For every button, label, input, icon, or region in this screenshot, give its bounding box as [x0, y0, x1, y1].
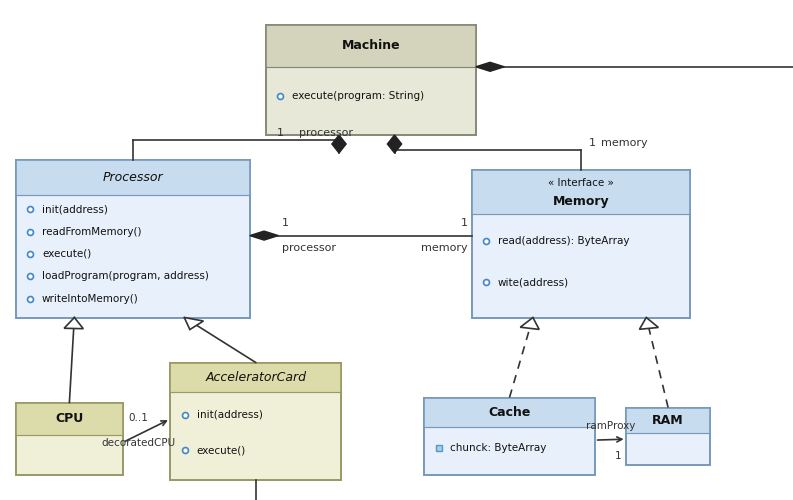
- Polygon shape: [520, 318, 539, 330]
- Text: Cache: Cache: [488, 406, 531, 418]
- Text: 1: 1: [588, 138, 596, 147]
- Bar: [266, 25, 476, 135]
- Bar: [16, 402, 123, 435]
- Text: init(address): init(address): [42, 204, 108, 214]
- Bar: [626, 408, 710, 434]
- Text: chunck: ByteArray: chunck: ByteArray: [450, 443, 547, 453]
- Text: processor: processor: [300, 128, 354, 138]
- Text: init(address): init(address): [197, 410, 262, 420]
- Polygon shape: [64, 318, 83, 328]
- Text: loadProgram(program, address): loadProgram(program, address): [42, 271, 209, 281]
- Bar: [626, 408, 710, 465]
- Text: writeIntoMemory(): writeIntoMemory(): [42, 294, 139, 304]
- Text: 1: 1: [277, 128, 284, 138]
- Text: CPU: CPU: [56, 412, 83, 426]
- Text: memory: memory: [601, 138, 647, 147]
- Bar: [16, 402, 123, 475]
- Text: processor: processor: [282, 243, 336, 253]
- Text: Memory: Memory: [553, 196, 609, 208]
- Bar: [170, 362, 341, 392]
- Text: readFromMemory(): readFromMemory(): [42, 226, 141, 236]
- Text: read(address): ByteArray: read(address): ByteArray: [498, 236, 630, 246]
- Text: execute(): execute(): [42, 249, 91, 259]
- Text: execute(): execute(): [197, 445, 246, 455]
- Text: 0..1: 0..1: [128, 413, 149, 423]
- Text: Machine: Machine: [342, 40, 400, 52]
- Bar: [170, 362, 341, 480]
- Text: wite(address): wite(address): [498, 278, 569, 287]
- Bar: [472, 170, 690, 214]
- Text: AcceleratorCard: AcceleratorCard: [205, 370, 306, 384]
- Text: ramProxy: ramProxy: [586, 421, 635, 431]
- Bar: [424, 398, 595, 427]
- Text: decoratedCPU: decoratedCPU: [102, 438, 176, 448]
- Text: « Interface »: « Interface »: [548, 178, 614, 188]
- Bar: [16, 160, 250, 318]
- Polygon shape: [388, 135, 402, 153]
- Polygon shape: [332, 135, 347, 153]
- Polygon shape: [184, 318, 204, 330]
- Text: memory: memory: [421, 243, 468, 253]
- Text: 1: 1: [615, 451, 622, 461]
- Bar: [424, 398, 595, 475]
- Polygon shape: [476, 62, 504, 72]
- Text: 1: 1: [282, 218, 289, 228]
- Text: execute(program: String): execute(program: String): [292, 92, 424, 102]
- Polygon shape: [250, 231, 278, 240]
- Bar: [16, 160, 250, 194]
- Text: Processor: Processor: [102, 171, 163, 184]
- Text: 1: 1: [461, 218, 468, 228]
- Text: RAM: RAM: [653, 414, 684, 427]
- Bar: [266, 25, 476, 67]
- Polygon shape: [639, 318, 658, 330]
- Bar: [472, 170, 690, 318]
